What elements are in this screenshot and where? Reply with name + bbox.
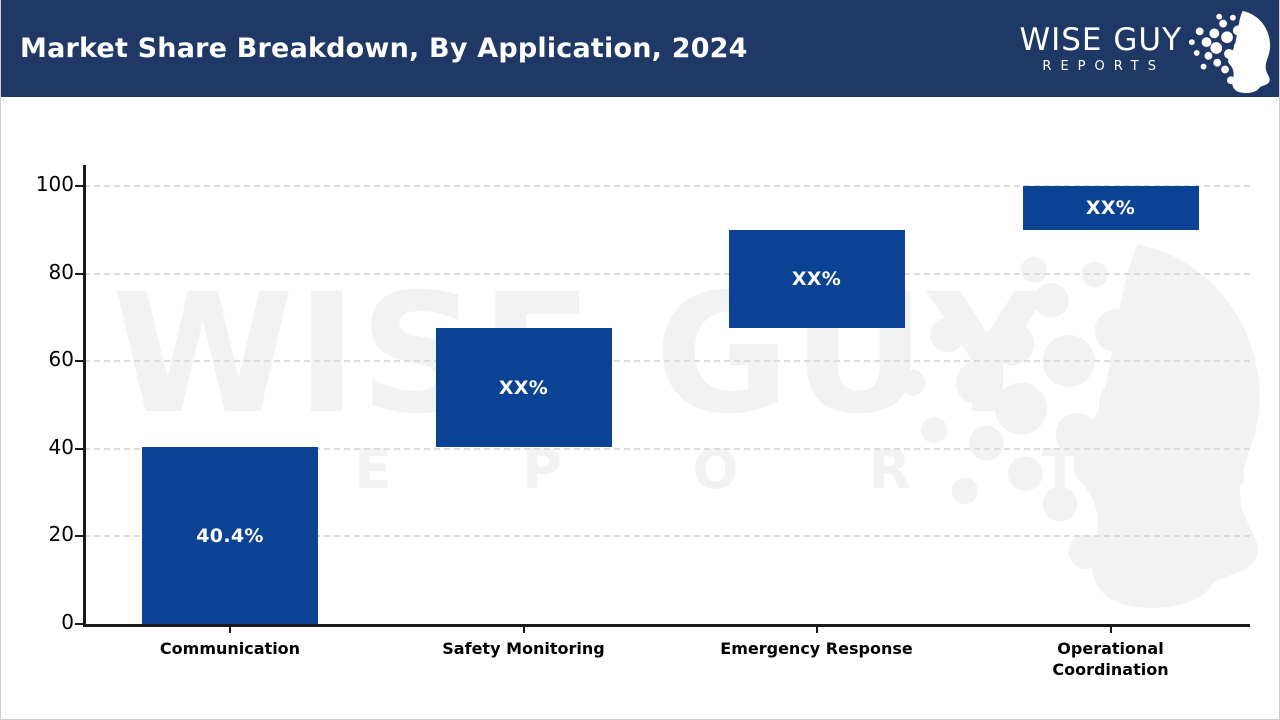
bar-operational-coordination: XX% — [1022, 186, 1199, 230]
y-tick-label: 0 — [61, 610, 74, 634]
y-tick-mark — [75, 447, 83, 450]
brand-logo-text: WISE GUY REPORTS — [1019, 24, 1182, 74]
y-tick-mark — [75, 535, 83, 538]
x-tick-mark — [229, 627, 231, 633]
bar-value-label: XX% — [1085, 196, 1136, 219]
y-tick-label: 60 — [48, 347, 74, 372]
y-axis-spine — [83, 165, 86, 627]
header-bar: Market Share Breakdown, By Application, … — [0, 0, 1280, 97]
page-title: Market Share Breakdown, By Application, … — [20, 33, 748, 64]
gridline-80 — [84, 272, 1250, 275]
gridline-40 — [84, 447, 1250, 450]
y-tick-label: 20 — [48, 522, 74, 547]
bar-safety-monitoring: XX% — [435, 328, 612, 448]
y-tick-mark — [75, 185, 83, 187]
dotted-head-logo-icon — [1188, 10, 1271, 93]
x-tick-mark — [815, 627, 818, 633]
y-tick-mark — [75, 360, 83, 363]
bar-value-label: 40.4% — [196, 524, 264, 547]
y-tick-mark — [75, 623, 83, 625]
category-label-4: Operational Coordination — [1052, 639, 1169, 679]
bar-emergency-response: XX% — [728, 229, 905, 329]
gridline-60 — [84, 360, 1250, 363]
x-axis-spine — [83, 624, 1250, 627]
watermark-head-icon — [899, 244, 1260, 608]
brand-name: WISE GUY — [1019, 21, 1182, 58]
y-tick-label: 80 — [48, 259, 74, 284]
bar-communication: 40.4% — [142, 447, 318, 624]
bar-value-label: XX% — [791, 268, 842, 291]
category-label-2: Safety Monitoring — [442, 639, 605, 658]
y-tick-label: 40 — [48, 434, 74, 459]
gridline-20 — [84, 535, 1250, 538]
x-tick-mark — [522, 627, 525, 633]
category-label-3: Emergency Response — [720, 639, 913, 658]
x-tick-mark — [1109, 627, 1112, 633]
category-label-1: Communication — [159, 639, 301, 658]
brand-logo: WISE GUY REPORTS — [1019, 5, 1280, 93]
bar-value-label: XX% — [498, 376, 549, 399]
brand-subname: REPORTS — [1042, 58, 1166, 74]
y-tick-mark — [75, 272, 83, 275]
gridline-100 — [84, 185, 1250, 187]
y-tick-label: 100 — [35, 172, 74, 196]
